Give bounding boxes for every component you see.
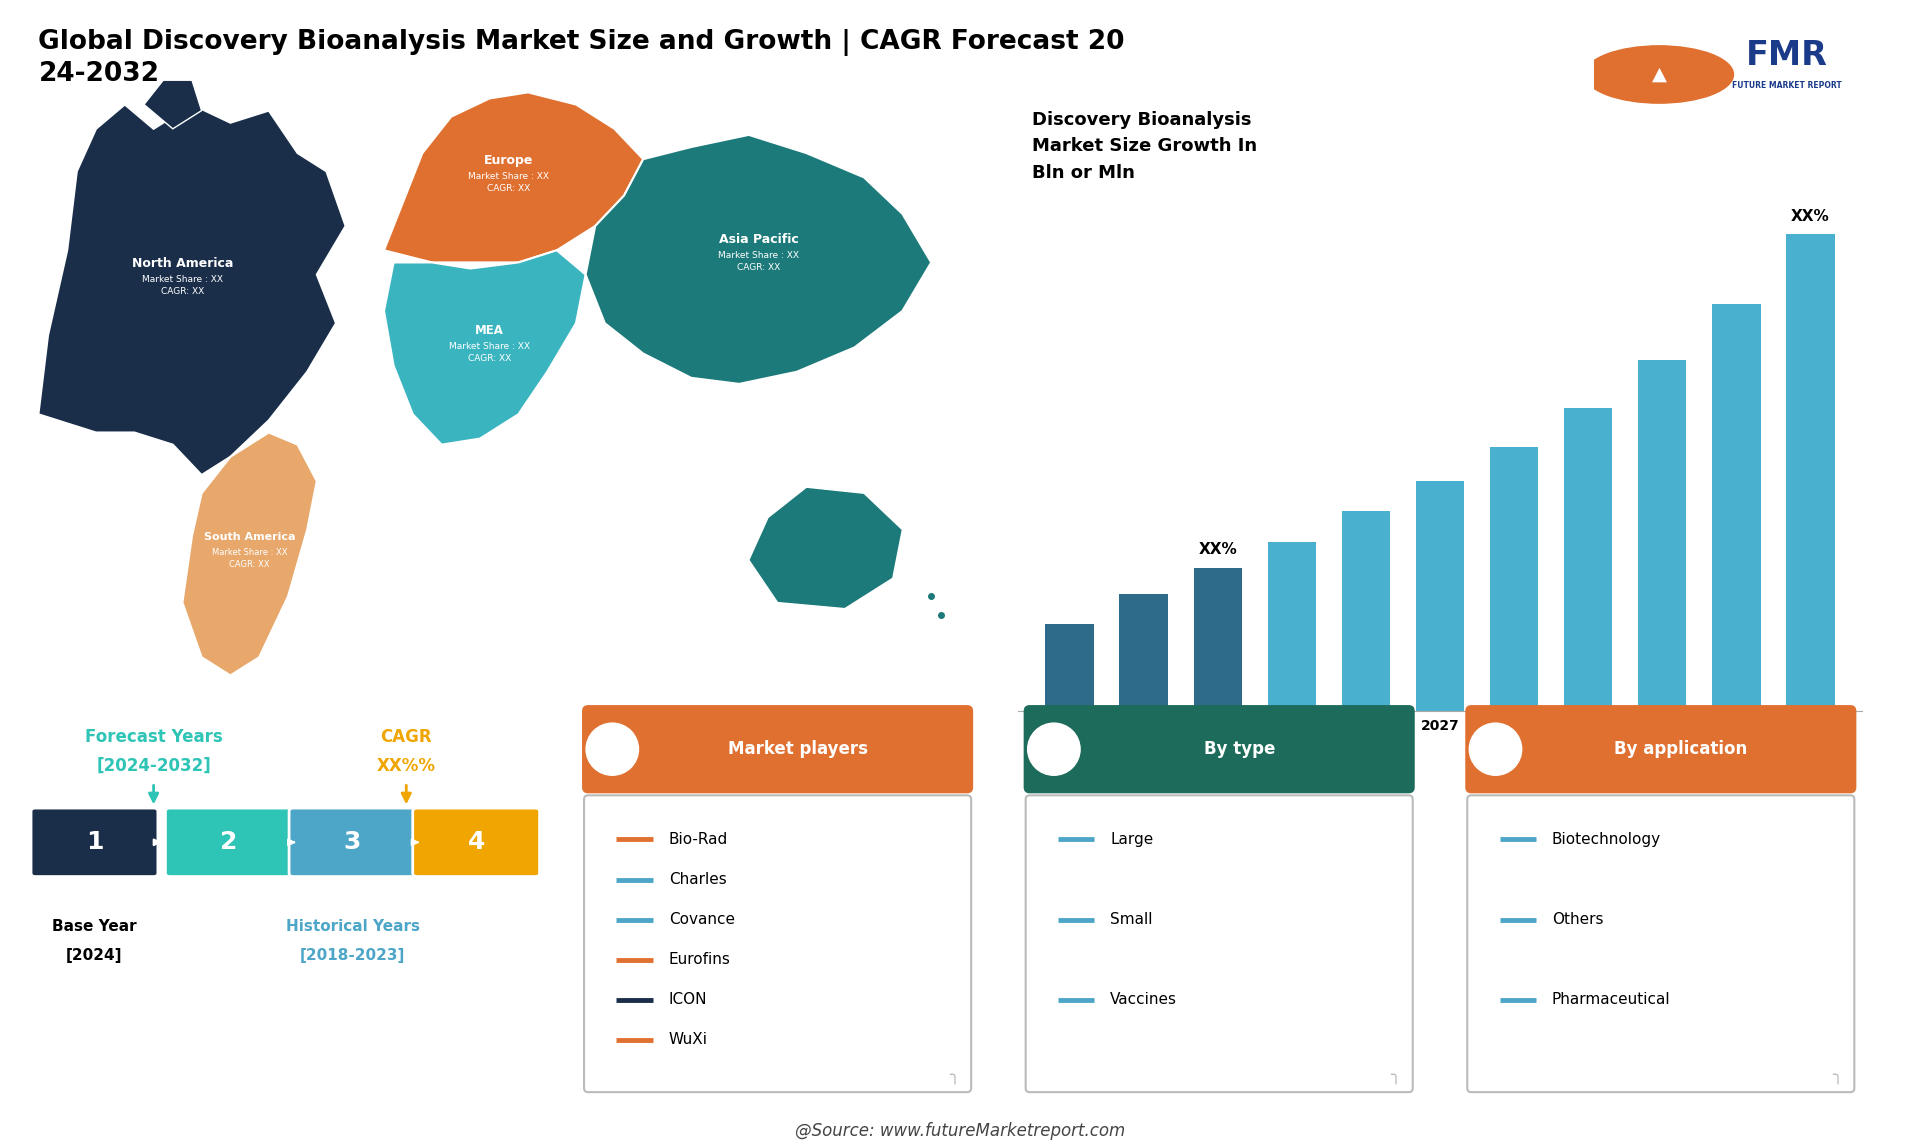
Text: Base Year: Base Year [52, 919, 136, 934]
Text: Small: Small [1110, 912, 1152, 927]
Circle shape [586, 723, 639, 776]
Text: Covance: Covance [668, 912, 735, 927]
Text: Global Discovery Bioanalysis Market Size and Growth | CAGR Forecast 20
24-2032: Global Discovery Bioanalysis Market Size… [38, 29, 1125, 87]
FancyBboxPatch shape [31, 808, 157, 877]
Text: ICON: ICON [668, 992, 707, 1007]
Text: Asia Pacific: Asia Pacific [718, 233, 799, 246]
Text: FMR: FMR [1745, 39, 1828, 71]
Text: Charles: Charles [668, 872, 726, 887]
Text: XX%: XX% [1791, 209, 1830, 225]
Text: Market Share : XX
CAGR: XX: Market Share : XX CAGR: XX [211, 549, 288, 570]
Bar [1342, 511, 1390, 711]
Text: @Source: www.futureMarketreport.com: @Source: www.futureMarketreport.com [795, 1122, 1125, 1140]
Text: ╮: ╮ [1832, 1066, 1841, 1084]
Bar [1044, 623, 1094, 711]
Bar [1267, 542, 1315, 711]
Text: Large: Large [1110, 832, 1154, 847]
Polygon shape [182, 432, 317, 675]
Text: Biotechnology: Biotechnology [1551, 832, 1661, 847]
Polygon shape [586, 135, 931, 384]
Text: Market Share : XX
CAGR: XX: Market Share : XX CAGR: XX [142, 275, 223, 296]
Bar [1638, 360, 1686, 711]
Text: MEA: MEA [474, 324, 505, 337]
FancyBboxPatch shape [413, 808, 540, 877]
Polygon shape [38, 104, 346, 474]
Text: XX%%: XX%% [376, 758, 436, 775]
Text: 3: 3 [344, 831, 361, 854]
Text: Forecast Years: Forecast Years [84, 728, 223, 746]
Text: ╮: ╮ [1390, 1066, 1400, 1084]
FancyBboxPatch shape [1467, 795, 1855, 1092]
Text: Market Share : XX
CAGR: XX: Market Share : XX CAGR: XX [718, 251, 799, 272]
Polygon shape [384, 93, 643, 262]
Circle shape [1469, 723, 1523, 776]
FancyBboxPatch shape [1025, 795, 1413, 1092]
Text: XX%: XX% [1198, 542, 1236, 557]
Polygon shape [144, 80, 202, 128]
Bar [1194, 567, 1242, 711]
Circle shape [1027, 723, 1081, 776]
Text: Eurofins: Eurofins [668, 952, 732, 967]
Text: Market players: Market players [728, 740, 868, 759]
Text: Europe: Europe [484, 154, 534, 167]
Text: Others: Others [1551, 912, 1603, 927]
FancyBboxPatch shape [290, 808, 417, 877]
Text: CAGR: CAGR [380, 728, 432, 746]
Text: 4: 4 [467, 831, 486, 854]
Circle shape [1584, 46, 1734, 103]
Text: Discovery Bioanalysis
Market Size Growth In
Bln or Mln: Discovery Bioanalysis Market Size Growth… [1033, 111, 1258, 181]
Text: South America: South America [204, 532, 296, 542]
Text: North America: North America [132, 257, 232, 270]
Text: Pharmaceutical: Pharmaceutical [1551, 992, 1670, 1007]
Text: Market Share : XX
CAGR: XX: Market Share : XX CAGR: XX [449, 342, 530, 363]
Text: 2: 2 [221, 831, 238, 854]
Bar [1490, 447, 1538, 711]
Bar [1415, 481, 1465, 711]
FancyBboxPatch shape [1465, 705, 1857, 793]
Polygon shape [749, 487, 902, 609]
Text: By application: By application [1615, 740, 1747, 759]
Bar [1786, 235, 1836, 711]
FancyBboxPatch shape [584, 795, 972, 1092]
FancyBboxPatch shape [165, 808, 292, 877]
Text: [2018-2023]: [2018-2023] [300, 948, 405, 963]
Bar [1119, 594, 1167, 711]
FancyBboxPatch shape [1023, 705, 1415, 793]
Text: Vaccines: Vaccines [1110, 992, 1177, 1007]
Polygon shape [384, 250, 586, 445]
Text: WuXi: WuXi [668, 1033, 708, 1047]
Text: Market Share : XX
CAGR: XX: Market Share : XX CAGR: XX [468, 172, 549, 193]
Text: ▲: ▲ [1651, 65, 1667, 84]
Text: Bio-Rad: Bio-Rad [668, 832, 728, 847]
Text: 1: 1 [86, 831, 104, 854]
Text: By type: By type [1204, 740, 1275, 759]
Text: FUTURE MARKET REPORT: FUTURE MARKET REPORT [1732, 81, 1841, 91]
FancyBboxPatch shape [582, 705, 973, 793]
Text: Historical Years: Historical Years [286, 919, 419, 934]
Bar [1713, 304, 1761, 711]
Text: [2024-2032]: [2024-2032] [96, 758, 211, 775]
Text: ╮: ╮ [948, 1066, 960, 1084]
Text: [2024]: [2024] [65, 948, 123, 963]
Bar [1565, 408, 1613, 711]
